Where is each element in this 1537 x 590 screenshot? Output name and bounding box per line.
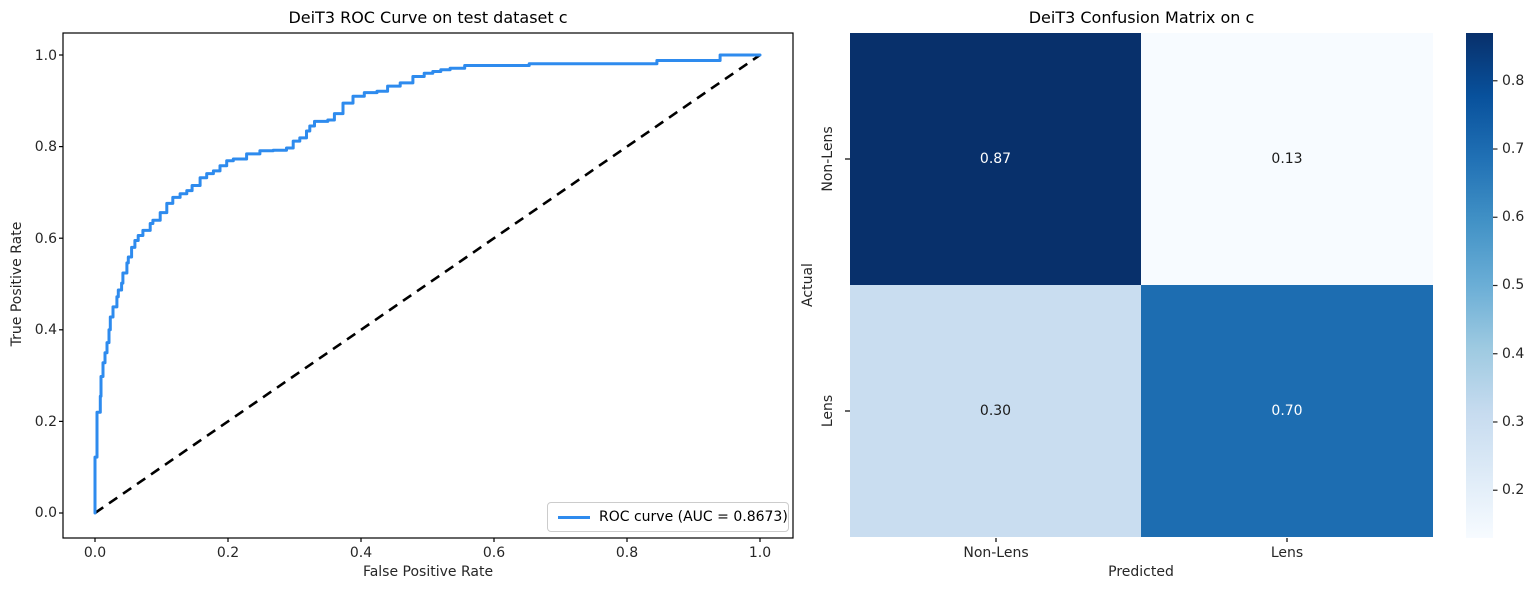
colorbar-tick-0.5: 0.5 (1502, 277, 1525, 293)
confusion-ytick-nonlens: Non-Lens (820, 126, 836, 192)
roc-legend-line-sample (558, 515, 590, 519)
roc-title: DeiT3 ROC Curve on test dataset c (288, 8, 568, 27)
roc-xtick-0.0: 0.0 (83, 545, 107, 561)
confusion-cell-actual-nonlens-pred-nonlens: 0.87 (850, 33, 1141, 285)
confusion-cell-actual-lens-pred-nonlens: 0.30 (850, 285, 1141, 537)
roc-xtick-0.6: 0.6 (482, 545, 506, 561)
colorbar-tick-0.6: 0.6 (1502, 209, 1525, 225)
roc-curve-line (93, 53, 762, 515)
roc-ytick-0.0: 0.0 (34, 505, 57, 521)
roc-ylabel: True Positive Rate (9, 221, 25, 347)
confusion-cell-actual-nonlens-pred-lens: 0.13 (1141, 33, 1433, 285)
roc-ytick-0.4: 0.4 (34, 322, 57, 338)
confusion-xlabel: Predicted (1108, 564, 1174, 580)
roc-xlabel: False Positive Rate (362, 564, 494, 580)
colorbar (1466, 33, 1493, 538)
confusion-ylabel: Actual (800, 263, 816, 307)
confusion-cell-actual-lens-pred-lens: 0.70 (1141, 285, 1433, 537)
confusion-cell-value: 0.87 (979, 151, 1012, 167)
colorbar-tick-0.8: 0.8 (1502, 73, 1525, 89)
confusion-xtick-lens: Lens (1270, 545, 1304, 561)
roc-xtick-0.2: 0.2 (216, 545, 240, 561)
roc-xtick-0.4: 0.4 (349, 545, 373, 561)
colorbar-tick-0.2: 0.2 (1502, 482, 1525, 498)
confusion-cell-value: 0.70 (1271, 403, 1303, 419)
confusion-xtick-nonlens: Non-Lens (963, 545, 1029, 561)
colorbar-tick-0.4: 0.4 (1502, 346, 1525, 362)
roc-ytick-0.8: 0.8 (34, 139, 57, 155)
colorbar-tick-0.7: 0.7 (1502, 141, 1525, 157)
roc-ytick-0.6: 0.6 (34, 231, 57, 247)
roc-ytick-0.2: 0.2 (34, 414, 57, 430)
roc-ytick-1.0: 1.0 (34, 48, 57, 64)
roc-legend-label: ROC curve (AUC = 0.8673) (599, 509, 788, 525)
roc-xtick-0.8: 0.8 (615, 545, 639, 561)
confusion-cell-value: 0.13 (1271, 151, 1303, 167)
colorbar-tick-0.3: 0.3 (1502, 414, 1525, 430)
confusion-cell-value: 0.30 (979, 403, 1012, 419)
roc-xtick-1.0: 1.0 (748, 545, 772, 561)
confusion-title: DeiT3 Confusion Matrix on c (1028, 8, 1255, 27)
roc-legend: ROC curve (AUC = 0.8673) (547, 502, 789, 532)
confusion-ytick-lens: Lens (820, 394, 836, 428)
